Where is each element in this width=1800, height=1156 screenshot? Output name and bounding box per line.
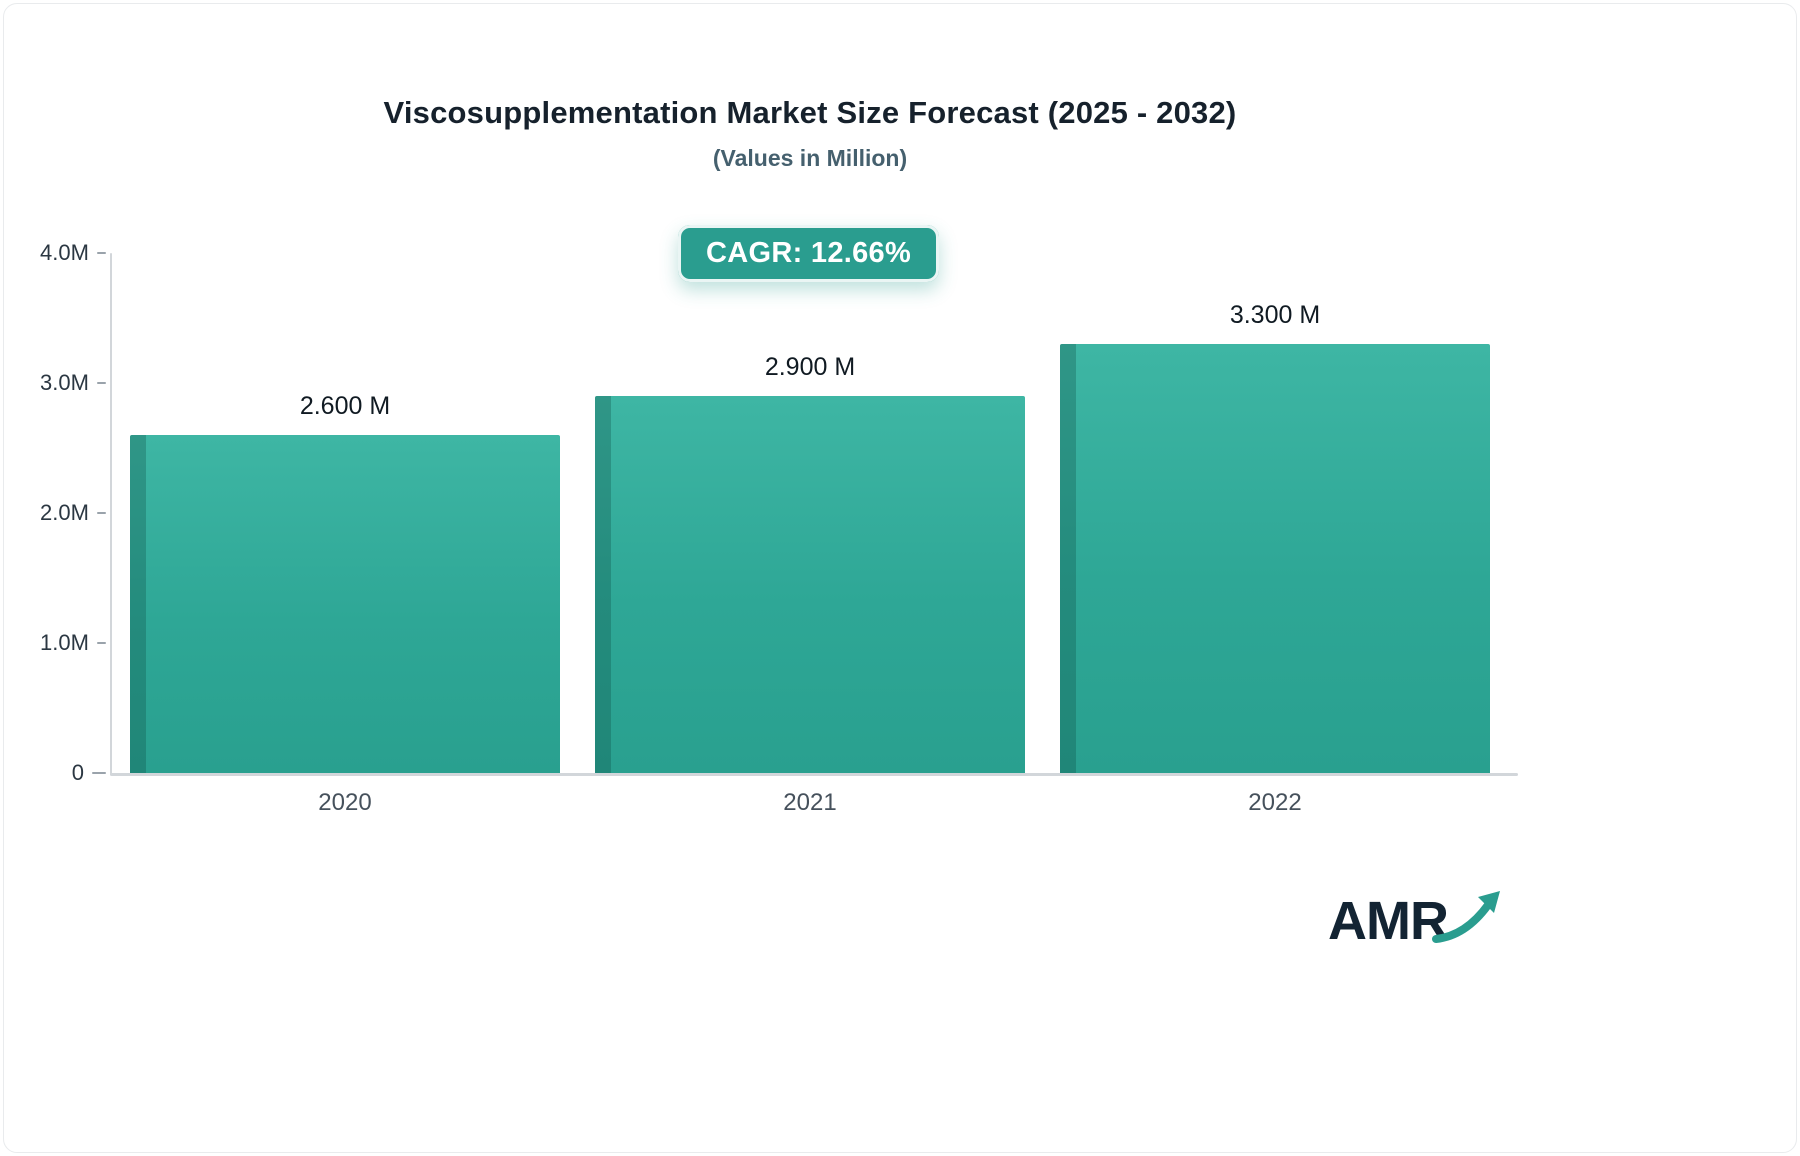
y-tick: 3.0M: [40, 370, 106, 396]
bar-2021: [595, 396, 1025, 773]
y-tick-label: 1.0M: [40, 630, 89, 655]
chart-header: Viscosupplementation Market Size Forecas…: [0, 0, 1620, 172]
x-axis-label: 2022: [1248, 789, 1302, 816]
y-tick-label: 3.0M: [40, 370, 89, 395]
y-tick-mark: [96, 512, 106, 514]
bar-group-2020: 2.600 M: [130, 392, 560, 773]
bar-group-2021: 2.900 M: [595, 353, 1025, 773]
y-tick: 4.0M: [40, 240, 106, 266]
bar-value-label: 2.900 M: [764, 353, 856, 381]
bar-2020: [130, 435, 560, 773]
y-tick-label: 4.0M: [40, 240, 89, 265]
amr-logo-text: AMR: [1328, 891, 1449, 951]
x-axis: 2020 2021 2022: [110, 789, 1510, 817]
y-tick-label: 0: [71, 760, 84, 785]
y-axis-line: [110, 253, 112, 775]
y-tick-mark: [92, 772, 106, 774]
y-tick-mark: [96, 252, 106, 254]
chart-title: Viscosupplementation Market Size Forecas…: [383, 95, 1237, 130]
y-tick: 2.0M: [40, 500, 106, 526]
y-tick-mark: [96, 382, 106, 384]
bar-value-label: 3.300 M: [1229, 301, 1321, 329]
y-tick: 1.0M: [40, 630, 106, 656]
x-axis-line: [110, 773, 1518, 776]
bar-2022: [1060, 344, 1490, 773]
amr-logo: AMR: [1328, 890, 1506, 952]
bar-chart: 4.0M 3.0M 2.0M 1.0M 0 2.600 M 2.900 M 3.300 M …: [40, 233, 1560, 853]
chart-subtitle: (Values in Million): [712, 145, 908, 171]
y-tick: 0: [40, 760, 106, 786]
y-tick-mark: [96, 642, 106, 644]
y-tick-label: 2.0M: [40, 500, 89, 525]
x-axis-label: 2020: [318, 789, 372, 816]
bar-group-2022: 3.300 M: [1060, 301, 1490, 773]
bar-value-label: 2.600 M: [299, 392, 391, 420]
x-axis-label: 2021: [783, 789, 837, 816]
plot-area: 2.600 M 2.900 M 3.300 M: [110, 253, 1510, 773]
cagr-badge: CAGR: 12.66%: [678, 225, 940, 282]
amr-logo-arrow-icon: [1431, 891, 1500, 943]
